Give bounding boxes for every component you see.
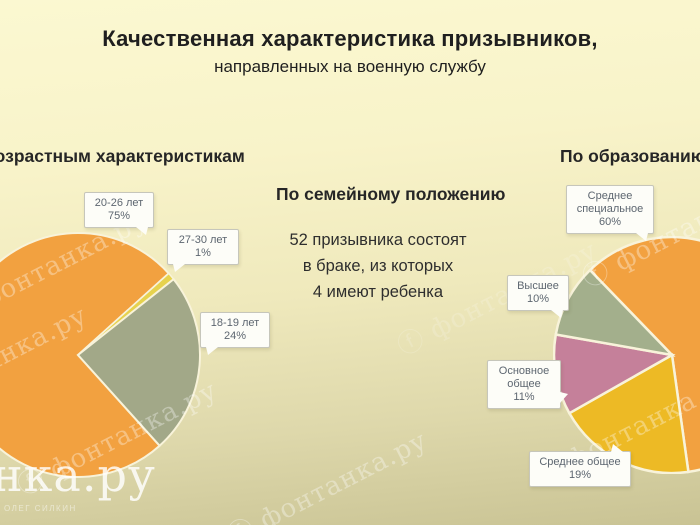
watermark-credit: олег силкин: [4, 504, 77, 513]
edu-callout-srednee-obshee: Среднее общее 19%: [529, 444, 631, 487]
watermark-fontanka-large: нка.ру: [0, 448, 156, 502]
watermark-fontanka: ⓕ фонтанка.ру: [222, 425, 433, 525]
age-callout-20-26: 20-26 лет 75%: [84, 192, 154, 235]
edu-callout-vysshee: Высшее 10%: [507, 275, 569, 318]
age-slice-20-26: [0, 232, 171, 478]
age-section-heading: По возрастным характеристикам: [0, 146, 245, 166]
page-subtitle: направленных на военную службу: [214, 57, 486, 76]
age-slice-18-19: [76, 277, 201, 448]
age-callout-18-19: 18-19 лет 24%: [200, 312, 270, 355]
age-pie-chart: [0, 232, 201, 478]
family-section-heading: По семейному положению: [276, 184, 506, 204]
family-status-text: 52 призывника состоят в браке, из которы…: [289, 231, 467, 301]
page-title: Качественная характеристика призывников,: [102, 26, 598, 51]
education-section-heading: По образованию: [560, 146, 700, 166]
age-callout-27-30: 27-30 лет 1%: [167, 229, 239, 272]
edu-callout-srednee-specialnoe: Среднее специальное 60%: [566, 185, 654, 241]
edu-callout-osnovnoe-obshee: Основное общее 11%: [487, 360, 568, 409]
